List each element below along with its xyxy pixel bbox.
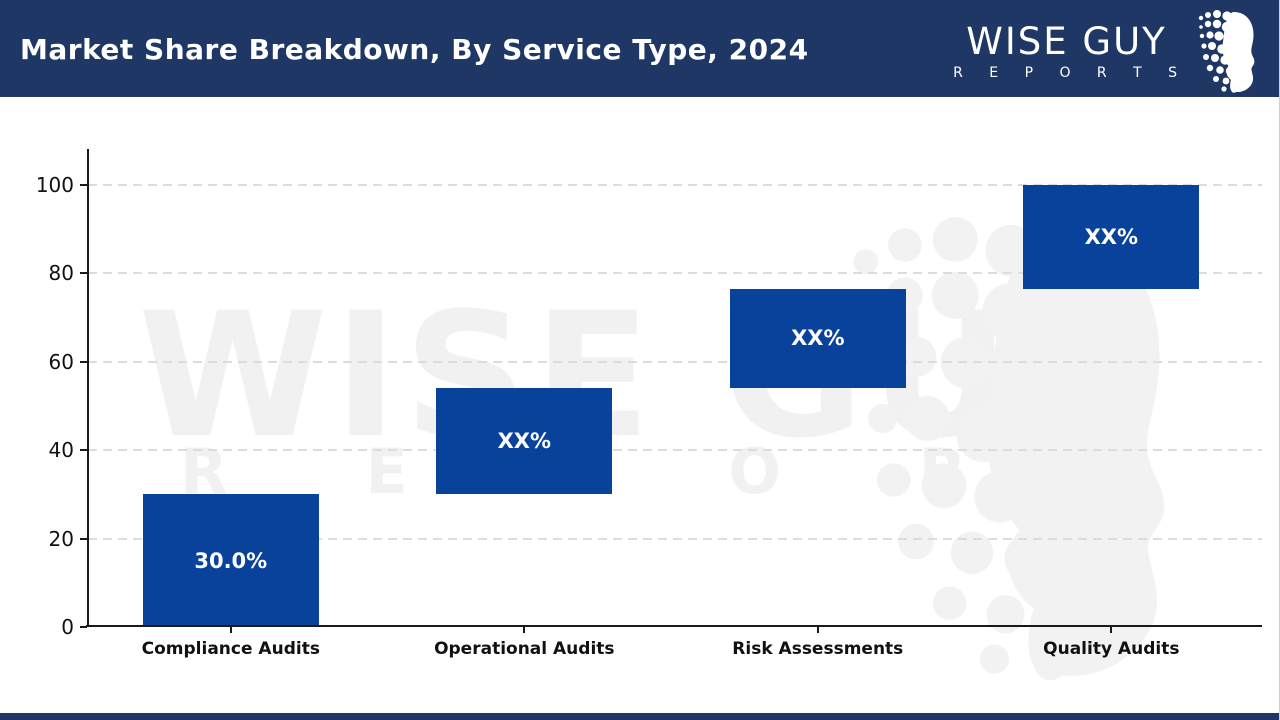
footer-bar — [0, 713, 1279, 720]
header-bar: Market Share Breakdown, By Service Type,… — [0, 0, 1279, 97]
page-title: Market Share Breakdown, By Service Type,… — [20, 33, 809, 66]
gridline — [88, 183, 1262, 186]
y-tick — [80, 626, 87, 628]
x-tick — [816, 627, 819, 633]
x-category-label: Quality Audits — [1043, 639, 1180, 659]
gridline — [88, 537, 1262, 540]
x-tick — [523, 627, 526, 633]
x-category-label: Operational Audits — [434, 639, 615, 659]
y-tick-label: 100 — [35, 172, 74, 197]
bar-value-label: 30.0% — [194, 548, 268, 573]
x-tick — [1110, 627, 1113, 633]
wiseguy-logo: WISE GUY R E P O R T S — [953, 6, 1266, 94]
y-tick — [80, 360, 87, 363]
y-axis-line — [87, 149, 89, 627]
y-tick-label: 80 — [48, 261, 74, 285]
x-category-label: Risk Assessments — [732, 639, 904, 659]
bar-value-label: XX% — [497, 429, 552, 454]
gridline — [88, 360, 1262, 363]
bar-risk-assessments: XX% — [729, 288, 906, 389]
bar-quality-audits: XX% — [1023, 184, 1200, 289]
watermark-head-icon — [853, 217, 1165, 681]
x-category-label: Compliance Audits — [141, 639, 320, 659]
chart-area: WISE GUY R E P O R T S 0 20 40 60 80 100 30.0… — [0, 97, 1279, 713]
logo-text: WISE GUY R E P O R T S — [945, 20, 1188, 81]
y-tick-label: 0 — [61, 615, 74, 639]
logo-subtitle: R E P O R T S — [953, 65, 1188, 81]
y-tick-label: 40 — [48, 438, 74, 462]
y-tick — [80, 183, 87, 186]
x-axis-line — [86, 625, 1262, 627]
bar-value-label: XX% — [1084, 224, 1139, 249]
y-tick-label: 20 — [48, 526, 74, 551]
bar-operational-audits: XX% — [436, 388, 613, 495]
x-tick — [229, 627, 232, 633]
bar-compliance-audits: 30.0% — [142, 494, 319, 628]
y-tick — [80, 272, 87, 274]
y-tick-label: 60 — [48, 349, 74, 374]
y-tick — [80, 537, 87, 540]
gridline — [88, 272, 1262, 274]
logo-head-icon — [1198, 10, 1255, 93]
gridline — [88, 449, 1262, 451]
y-tick — [80, 449, 87, 451]
logo-wordmark: WISE GUY — [966, 20, 1167, 63]
bar-value-label: XX% — [791, 326, 845, 351]
